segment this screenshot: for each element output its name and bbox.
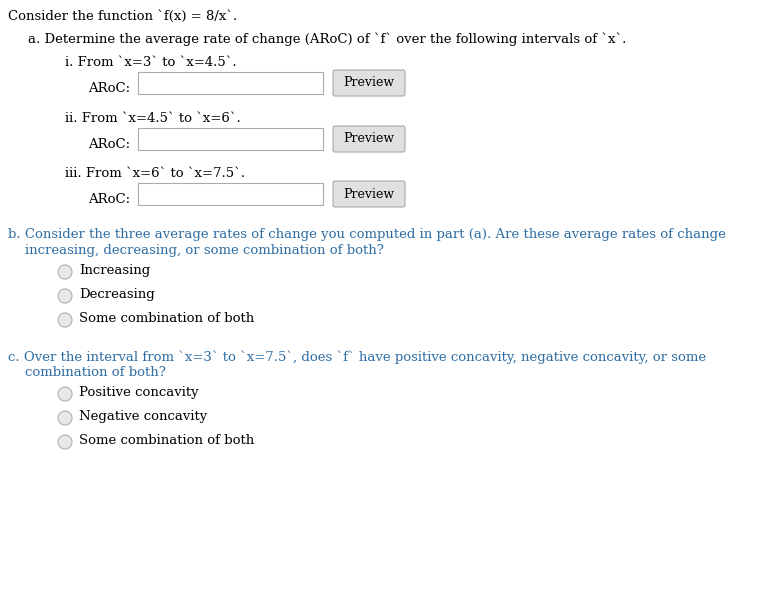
Text: ARoC:: ARoC: xyxy=(88,82,130,95)
Text: Some combination of both: Some combination of both xyxy=(79,434,254,447)
Circle shape xyxy=(58,387,72,401)
Text: iii. From `x=6` to `x=7.5`.: iii. From `x=6` to `x=7.5`. xyxy=(65,167,245,180)
Circle shape xyxy=(58,289,72,303)
FancyBboxPatch shape xyxy=(138,183,323,205)
Text: Preview: Preview xyxy=(344,188,394,200)
Text: Negative concavity: Negative concavity xyxy=(79,410,207,423)
FancyBboxPatch shape xyxy=(333,126,405,152)
FancyBboxPatch shape xyxy=(138,72,323,94)
Text: Positive concavity: Positive concavity xyxy=(79,386,198,399)
Text: combination of both?: combination of both? xyxy=(8,366,166,379)
Text: ii. From `x=4.5` to `x=6`.: ii. From `x=4.5` to `x=6`. xyxy=(65,112,241,125)
Text: Some combination of both: Some combination of both xyxy=(79,312,254,325)
FancyBboxPatch shape xyxy=(138,128,323,150)
FancyBboxPatch shape xyxy=(333,181,405,207)
Circle shape xyxy=(58,313,72,327)
FancyBboxPatch shape xyxy=(333,70,405,96)
Text: Consider the function `f(x) = 8/x`.: Consider the function `f(x) = 8/x`. xyxy=(8,10,237,23)
Text: Preview: Preview xyxy=(344,77,394,90)
Text: i. From `x=3` to `x=4.5`.: i. From `x=3` to `x=4.5`. xyxy=(65,56,237,69)
Text: Decreasing: Decreasing xyxy=(79,288,154,301)
Text: Increasing: Increasing xyxy=(79,264,150,277)
Text: ARoC:: ARoC: xyxy=(88,138,130,151)
Text: Preview: Preview xyxy=(344,133,394,146)
Text: increasing, decreasing, or some combination of both?: increasing, decreasing, or some combinat… xyxy=(8,244,384,257)
Text: c. Over the interval from `x=3` to `x=7.5`, does `f` have positive concavity, ne: c. Over the interval from `x=3` to `x=7.… xyxy=(8,350,706,364)
Text: a. Determine the average rate of change (ARoC) of `f` over the following interva: a. Determine the average rate of change … xyxy=(28,32,626,46)
Text: b. Consider the three average rates of change you computed in part (a). Are thes: b. Consider the three average rates of c… xyxy=(8,228,726,241)
Circle shape xyxy=(58,411,72,425)
Circle shape xyxy=(58,265,72,279)
Circle shape xyxy=(58,435,72,449)
Text: ARoC:: ARoC: xyxy=(88,193,130,206)
